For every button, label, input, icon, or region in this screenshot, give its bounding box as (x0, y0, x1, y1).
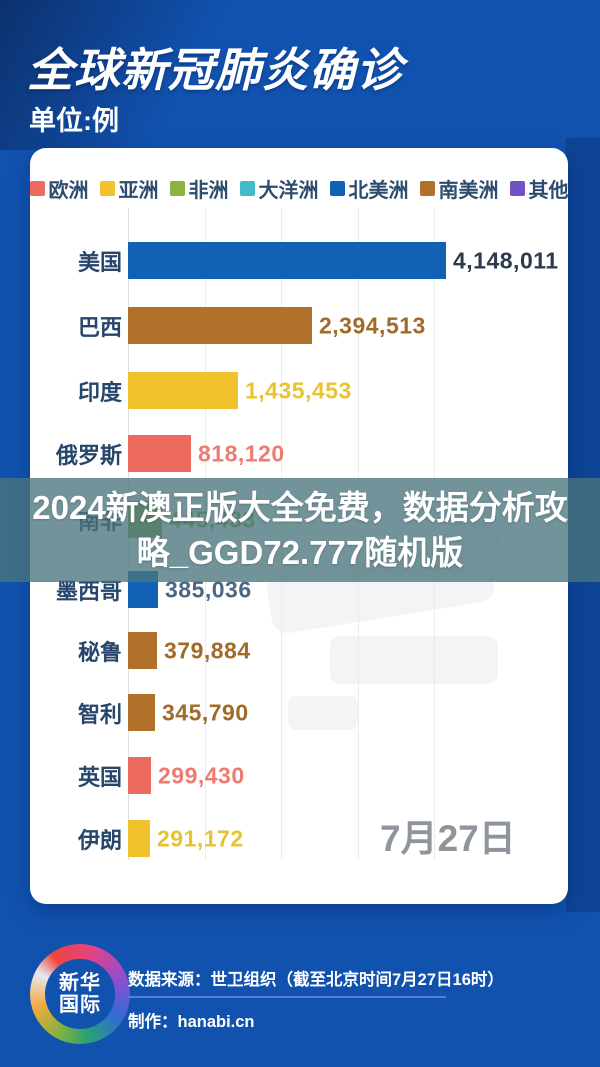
country-label: 俄罗斯 (55, 442, 122, 468)
legend-label: 欧洲 (48, 180, 89, 202)
bar (128, 632, 157, 669)
country-label: 英国 (77, 764, 122, 790)
legend-item-亚洲: 亚洲 (99, 174, 159, 203)
legend-label: 大洋洲 (258, 180, 319, 202)
bar (128, 242, 446, 279)
value-label: 818,120 (198, 440, 285, 466)
bar-row-英国: 英国 299,430 (30, 757, 568, 794)
legend-swatch-icon (419, 181, 435, 196)
footer-divider (128, 996, 446, 998)
value-label: 345,790 (162, 699, 249, 725)
country-label: 巴西 (77, 314, 122, 340)
country-label: 智利 (77, 701, 122, 727)
logo-text-line2: 国际 (59, 994, 101, 1016)
legend-label: 南美洲 (438, 180, 499, 202)
logo-center: 新华 国际 (45, 959, 115, 1029)
footer: 新华 国际 数据来源：世卫组织（截至北京时间7月27日16时） 制作：hanab… (0, 930, 600, 1067)
watermark-text-line2: 略_GGD72.777随机版 (136, 534, 464, 571)
legend-swatch-icon (239, 181, 255, 196)
value-label: 1,435,453 (245, 377, 352, 403)
bar-row-伊朗: 伊朗 291,172 (30, 820, 568, 857)
legend-swatch-icon (509, 181, 525, 196)
bar-row-巴西: 巴西 2,394,513 (30, 307, 568, 344)
bar-row-秘鲁: 秘鲁 379,884 (30, 632, 568, 669)
bar (128, 307, 312, 344)
continent-legend: 欧洲 亚洲 非洲 大洋洲 北美洲 南美洲 其他 (30, 174, 568, 203)
value-label: 4,148,011 (453, 247, 559, 273)
date-label: 7月27日 (380, 818, 516, 859)
bar-row-印度: 印度 1,435,453 (30, 372, 568, 409)
legend-swatch-icon (169, 181, 185, 196)
legend-item-南美洲: 南美洲 (419, 174, 499, 203)
country-label: 美国 (77, 249, 122, 275)
bar (128, 435, 191, 472)
legend-label: 非洲 (188, 180, 229, 202)
data-source-text: 数据来源：世卫组织（截至北京时间7月27日16时） (128, 971, 504, 989)
legend-swatch-icon (329, 181, 345, 196)
page-title: 全球新冠肺炎确诊 (27, 44, 403, 96)
legend-swatch-icon (99, 181, 115, 196)
legend-item-大洋洲: 大洋洲 (239, 174, 319, 203)
bar (128, 757, 151, 794)
bar (128, 694, 155, 731)
legend-swatch-icon (30, 181, 45, 196)
bar (128, 820, 150, 857)
country-label: 墨西哥 (55, 578, 122, 604)
legend-label: 北美洲 (348, 180, 409, 202)
bar-row-智利: 智利 345,790 (30, 694, 568, 731)
faded-bed-graphic (288, 696, 358, 730)
watermark-overlay: 2024新澳正版大全免费，数据分析攻 略_GGD72.777随机版 (0, 478, 600, 582)
unit-label: 单位:例 (29, 106, 119, 136)
value-label: 299,430 (158, 762, 245, 788)
legend-label: 其他 (528, 180, 569, 202)
watermark-text-line1: 2024新澳正版大全免费，数据分析攻 (32, 489, 568, 526)
bar-row-俄罗斯: 俄罗斯 818,120 (30, 435, 568, 472)
country-label: 伊朗 (77, 827, 122, 853)
country-label: 秘鲁 (77, 639, 122, 665)
value-label: 379,884 (164, 637, 251, 663)
legend-item-其他: 其他 (509, 174, 569, 203)
legend-item-非洲: 非洲 (169, 174, 229, 203)
bar-row-美国: 美国 4,148,011 (30, 242, 568, 279)
bar (128, 372, 238, 409)
country-label: 印度 (77, 379, 122, 405)
logo-text-line1: 新华 (59, 972, 101, 994)
credit-text: 制作：hanabi.cn (128, 1013, 255, 1031)
legend-item-北美洲: 北美洲 (329, 174, 409, 203)
legend-label: 亚洲 (118, 180, 159, 202)
value-label: 291,172 (157, 825, 244, 851)
legend-item-欧洲: 欧洲 (30, 174, 89, 203)
value-label: 2,394,513 (319, 312, 426, 338)
background-corner-shade (0, 0, 340, 150)
xinhua-international-logo: 新华 国际 (30, 944, 130, 1044)
